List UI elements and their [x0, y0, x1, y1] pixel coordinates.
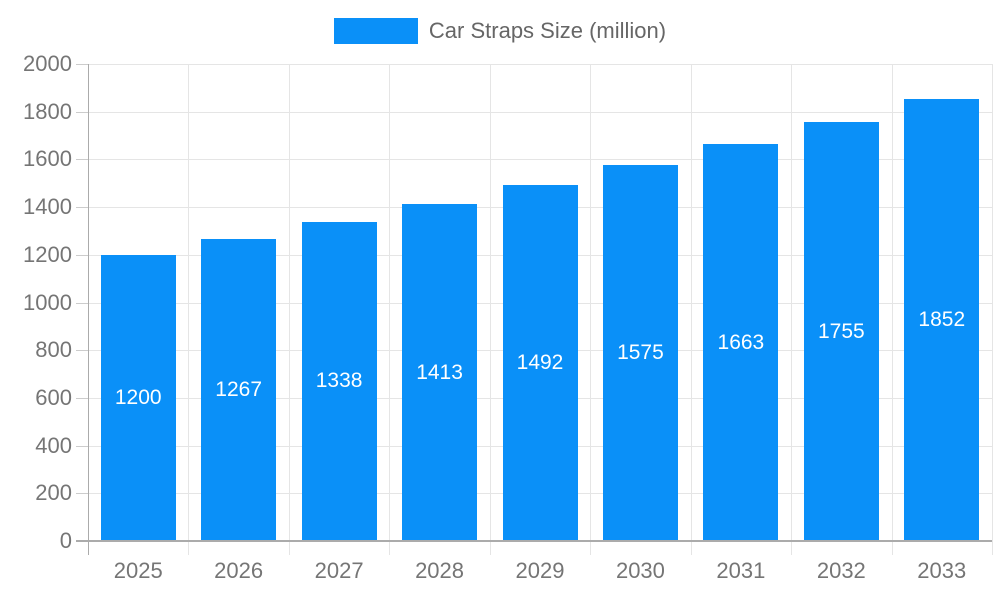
gridline-vertical — [389, 64, 391, 555]
bar-value-label: 1413 — [416, 360, 463, 384]
y-axis-tick-label: 1800 — [23, 98, 72, 124]
bar[interactable]: 1755 — [803, 122, 879, 541]
y-tick-mark — [76, 350, 88, 352]
y-axis-line — [88, 64, 89, 555]
x-axis-line — [76, 540, 992, 542]
y-axis-tick-label: 1000 — [23, 289, 72, 315]
y-tick-mark — [76, 159, 88, 161]
gridline-vertical — [288, 64, 290, 555]
chart-legend[interactable]: Car Straps Size (million) — [0, 17, 1000, 45]
bar-value-label: 1200 — [114, 385, 162, 409]
bar[interactable]: 1575 — [602, 165, 678, 541]
bar[interactable]: 1338 — [301, 221, 377, 541]
gridline-horizontal — [88, 64, 992, 65]
x-axis-tick-label: 2029 — [515, 558, 565, 583]
bar-value-label: 1267 — [215, 377, 263, 401]
y-axis-tick-label: 800 — [35, 337, 72, 363]
x-axis-tick-label: 2028 — [415, 558, 465, 583]
gridline-vertical — [791, 64, 793, 555]
gridline-horizontal — [88, 111, 992, 113]
gridline-vertical — [891, 64, 893, 555]
x-axis-tick-label: 2027 — [314, 558, 364, 583]
y-axis-tick-label: 0 — [59, 528, 72, 553]
gridline-vertical — [992, 64, 993, 555]
x-axis-tick-label: 2026 — [214, 558, 264, 583]
y-axis-tick-label: 200 — [35, 480, 72, 506]
gridline-vertical — [188, 64, 190, 555]
bar-value-label: 1663 — [717, 330, 765, 354]
x-axis-tick-label: 2031 — [716, 558, 766, 583]
gridline-vertical — [690, 64, 692, 555]
y-axis-tick-label: 1600 — [23, 146, 72, 172]
y-tick-mark — [76, 397, 88, 399]
bar-value-label: 1755 — [817, 319, 865, 343]
bar[interactable]: 1413 — [402, 204, 478, 541]
bar-value-label: 1575 — [617, 341, 664, 365]
y-axis-tick-label: 1200 — [23, 241, 72, 267]
y-tick-mark — [76, 302, 88, 304]
bar[interactable]: 1200 — [100, 254, 176, 541]
y-tick-mark — [76, 445, 88, 447]
y-tick-mark — [76, 64, 88, 65]
legend-swatch[interactable] — [333, 18, 418, 44]
x-axis-tick-label: 2033 — [917, 558, 967, 583]
bar-value-label: 1338 — [315, 369, 363, 393]
y-axis-tick-label: 600 — [35, 384, 72, 410]
bar[interactable]: 1852 — [904, 99, 980, 541]
gridline-vertical — [590, 64, 592, 555]
bar[interactable]: 1663 — [703, 144, 779, 541]
y-axis-tick-label: 2000 — [23, 51, 72, 76]
y-tick-mark — [76, 111, 88, 113]
bar-value-label: 1852 — [918, 308, 966, 332]
x-axis-tick-label: 2032 — [816, 558, 866, 583]
y-tick-mark — [76, 254, 88, 256]
y-axis-tick-label: 400 — [35, 432, 72, 458]
plot-area: 0 200 400 600 800 1000 1200 1400 1600 1800 2000 20… — [23, 51, 993, 583]
bar[interactable]: 1492 — [502, 185, 578, 541]
gridline-horizontal — [88, 159, 992, 161]
y-tick-mark — [76, 207, 88, 209]
y-tick-mark — [76, 493, 88, 495]
x-axis-tick-label: 2025 — [113, 558, 163, 583]
bar-value-label: 1492 — [516, 351, 564, 375]
gridline-vertical — [489, 64, 491, 555]
bar[interactable]: 1267 — [201, 238, 277, 541]
x-axis-tick-label: 2030 — [615, 558, 665, 583]
legend-label[interactable]: Car Straps Size (million) — [428, 18, 667, 43]
y-axis-tick-label: 1400 — [23, 194, 72, 220]
